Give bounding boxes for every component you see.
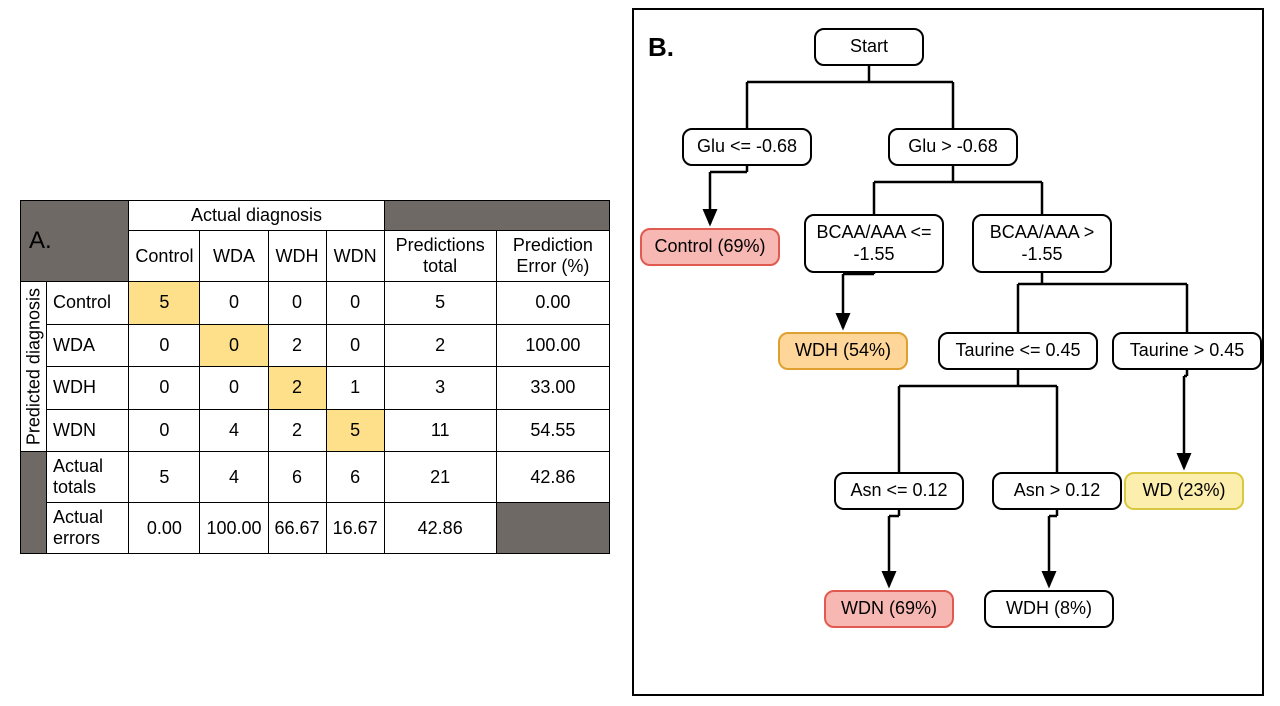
col-pred-total: Predictions total xyxy=(384,231,496,282)
cell-0-pe: 0.00 xyxy=(496,282,609,325)
cell-2-pt: 3 xyxy=(384,367,496,410)
cell-2-3: 1 xyxy=(326,367,384,410)
row-label-actual-errors: Actual errors xyxy=(47,503,129,554)
cell-0-pt: 5 xyxy=(384,282,496,325)
cell-0-1: 0 xyxy=(200,282,268,325)
row-label-wdn: WDN xyxy=(47,409,129,452)
tree-node-bcaa_le: BCAA/AAA <= -1.55 xyxy=(804,214,944,273)
footer-dark-left xyxy=(21,452,47,554)
cell-0-2: 0 xyxy=(268,282,326,325)
panel-b-decision-tree: B. Start Glu <= -0.68 Glu > -0.68 Control (… xyxy=(632,8,1264,696)
row-label-control: Control xyxy=(47,282,129,325)
tot-1: 4 xyxy=(200,452,268,503)
tree-node-bcaa_gt: BCAA/AAA > -1.55 xyxy=(972,214,1112,273)
cell-1-3: 0 xyxy=(326,324,384,367)
cell-2-1: 0 xyxy=(200,367,268,410)
panel-b-label: B. xyxy=(648,32,674,63)
tree-node-start: Start xyxy=(814,28,924,66)
tree-node-leaf_wdh54: WDH (54%) xyxy=(778,332,908,370)
tot-2: 6 xyxy=(268,452,326,503)
cell-0-3: 0 xyxy=(326,282,384,325)
tree-node-leaf_wd23: WD (23%) xyxy=(1124,472,1244,510)
cell-2-pe: 33.00 xyxy=(496,367,609,410)
err-3: 16.67 xyxy=(326,503,384,554)
tree-node-tau_gt: Taurine > 0.45 xyxy=(1112,332,1262,370)
cell-2-0: 0 xyxy=(129,367,200,410)
col-pred-error: Prediction Error (%) xyxy=(496,231,609,282)
col-wdh: WDH xyxy=(268,231,326,282)
tree-node-tau_le: Taurine <= 0.45 xyxy=(938,332,1098,370)
cell-1-2: 2 xyxy=(268,324,326,367)
cell-3-2: 2 xyxy=(268,409,326,452)
tot-pe: 42.86 xyxy=(496,452,609,503)
cell-1-pe: 100.00 xyxy=(496,324,609,367)
cell-1-0: 0 xyxy=(129,324,200,367)
row-group-predicted: Predicted diagnosis xyxy=(21,282,47,452)
tree-node-glu_gt: Glu > -0.68 xyxy=(888,128,1018,166)
tree-node-leaf_control: Control (69%) xyxy=(640,228,780,266)
err-dark xyxy=(496,503,609,554)
cell-3-pt: 11 xyxy=(384,409,496,452)
col-wdn: WDN xyxy=(326,231,384,282)
cell-3-0: 0 xyxy=(129,409,200,452)
cell-3-3: 5 xyxy=(326,409,384,452)
cell-0-0: 5 xyxy=(129,282,200,325)
tree-node-leaf_wdn69: WDN (69%) xyxy=(824,590,954,628)
cell-1-pt: 2 xyxy=(384,324,496,367)
cell-3-pe: 54.55 xyxy=(496,409,609,452)
panel-a-label: A. xyxy=(21,201,129,282)
tree-node-asn_gt: Asn > 0.12 xyxy=(992,472,1122,510)
header-dark-right xyxy=(384,201,609,231)
row-label-actual-totals: Actual totals xyxy=(47,452,129,503)
cell-2-2: 2 xyxy=(268,367,326,410)
tot-3: 6 xyxy=(326,452,384,503)
tree-node-leaf_wdh8: WDH (8%) xyxy=(984,590,1114,628)
row-label-wdh: WDH xyxy=(47,367,129,410)
col-control: Control xyxy=(129,231,200,282)
tree-node-glu_le: Glu <= -0.68 xyxy=(682,128,812,166)
cell-1-1: 0 xyxy=(200,324,268,367)
col-wda: WDA xyxy=(200,231,268,282)
tot-0: 5 xyxy=(129,452,200,503)
confusion-table: A. Actual diagnosis Control WDA WDH WDN … xyxy=(20,200,610,554)
cell-3-1: 4 xyxy=(200,409,268,452)
err-pt: 42.86 xyxy=(384,503,496,554)
panel-a-confusion-matrix: A. Actual diagnosis Control WDA WDH WDN … xyxy=(20,200,610,554)
tot-pt: 21 xyxy=(384,452,496,503)
tree-node-asn_le: Asn <= 0.12 xyxy=(834,472,964,510)
header-actual-diagnosis: Actual diagnosis xyxy=(129,201,384,231)
row-label-wda: WDA xyxy=(47,324,129,367)
err-1: 100.00 xyxy=(200,503,268,554)
err-2: 66.67 xyxy=(268,503,326,554)
err-0: 0.00 xyxy=(129,503,200,554)
